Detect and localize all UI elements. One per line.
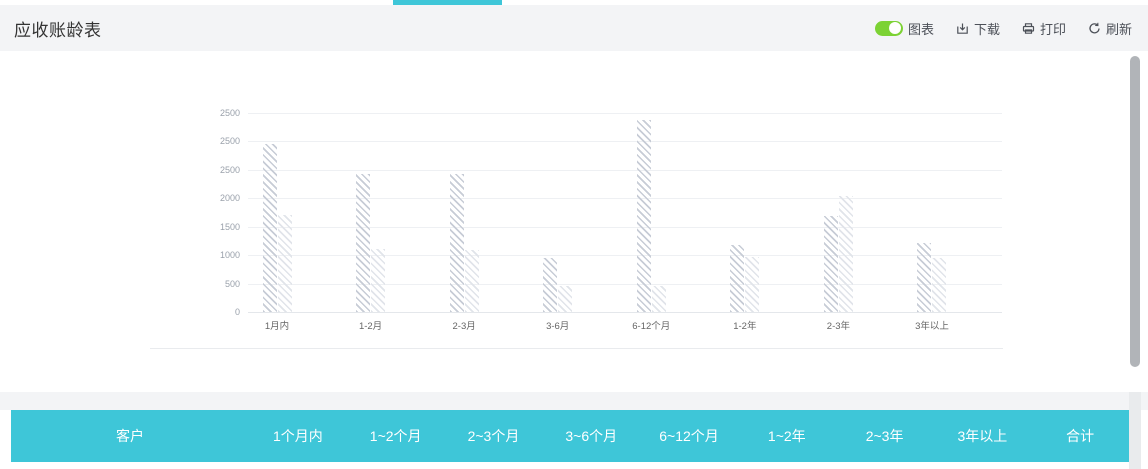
table-header-cell-9: 3年以上	[957, 428, 1008, 444]
chart-toggle-label: 图表	[907, 21, 934, 37]
chart-toggle[interactable]: 图表	[874, 19, 934, 38]
table-header-cell-6: 6~12个月	[659, 428, 719, 444]
gridline	[248, 283, 1002, 285]
gridline	[248, 169, 1002, 171]
table-header-cell-5: 3~6个月	[565, 428, 618, 444]
aging-bar-chart: 0 500 1000 1500 2000 2500 2500 2500 1月内 1-2月 2-3月 3…	[11, 51, 1148, 392]
bar-group8-series2	[932, 258, 947, 312]
bar-group6-series1	[730, 245, 745, 312]
x-axis-category-label: 2-3年	[826, 321, 851, 332]
gridline	[248, 255, 1002, 257]
bar-group7-series1	[823, 216, 838, 312]
y-axis-tick-label: 2500	[219, 164, 240, 175]
chart-card: 0 500 1000 1500 2000 2500 2500 2500 1月内 1-2月 2-3月 3…	[11, 51, 1148, 392]
bar-group2-series1	[356, 174, 371, 312]
y-axis-tick-label: 2500	[219, 107, 240, 118]
vertical-scrollbar[interactable]	[1129, 51, 1141, 469]
x-axis-category-label: 3-6月	[546, 321, 570, 332]
bar-group2-series2	[371, 249, 386, 312]
bar-group7-series2	[838, 196, 853, 312]
scrollbar-track[interactable]	[1129, 392, 1141, 469]
section-gap	[0, 392, 1148, 410]
bar-group6-series2	[745, 257, 760, 312]
active-tab-indicator	[393, 0, 502, 5]
gridline	[248, 226, 1002, 228]
table-header-row: 客户 1个月内 1~2个月 2~3个月 3~6个月 6~12个月 1~2年 2~3年 3年以上 合…	[11, 410, 1129, 462]
gridline	[248, 112, 1002, 114]
x-axis-category-label: 1-2月	[358, 321, 383, 332]
table-header-cell-3: 1~2个月	[369, 428, 422, 444]
x-axis-category-label: 1月内	[264, 321, 290, 332]
x-axis-category-label: 3年以上	[915, 321, 949, 332]
toolbar: 图表 下载 打印 刷新	[874, 5, 1132, 51]
print-button[interactable]: 打印	[1022, 19, 1066, 38]
gridline	[248, 141, 1002, 143]
table-header-cell-7: 1~2年	[767, 428, 806, 444]
y-axis-tick-label: 0	[234, 307, 240, 317]
print-label: 打印	[1039, 21, 1066, 37]
y-axis-tick-label: 1000	[219, 250, 240, 261]
refresh-label: 刷新	[1105, 21, 1132, 37]
y-axis-tick-label: 2000	[219, 193, 240, 204]
table-header-cell-8: 2~3年	[865, 428, 904, 444]
x-axis-category-label: 2-3月	[452, 321, 476, 332]
x-axis-category-label: 6-12个月	[632, 321, 671, 332]
bar-group3-series1	[449, 174, 464, 312]
y-axis-tick-label: 2500	[219, 136, 240, 147]
bar-group1-series1	[262, 144, 277, 312]
printer-icon	[1022, 22, 1035, 34]
refresh-icon	[1089, 22, 1100, 33]
page-title: 应收账龄表	[14, 21, 102, 40]
download-button[interactable]: 下载	[956, 19, 1000, 38]
refresh-button[interactable]: 刷新	[1088, 19, 1132, 38]
toggle-knob	[889, 22, 902, 34]
table-header-cell-1: 客户	[116, 428, 144, 444]
download-label: 下载	[973, 21, 1000, 37]
chart-bottom-divider	[150, 348, 1003, 349]
bar-group4-series2	[558, 286, 573, 312]
y-axis-tick-label: 1500	[219, 221, 240, 232]
scrollbar-thumb[interactable]	[1130, 56, 1140, 367]
toggle-on-icon[interactable]	[874, 20, 903, 36]
gridline	[248, 312, 1002, 313]
bar-group3-series2	[464, 250, 479, 312]
bar-group8-series1	[917, 243, 932, 312]
download-icon	[957, 23, 968, 34]
x-axis-category-label: 1-2年	[733, 321, 757, 332]
bar-group4-series1	[543, 258, 558, 312]
table-header-cell-2: 1个月内	[272, 428, 323, 444]
bar-group5-series1	[636, 120, 651, 312]
gridline	[248, 198, 1002, 200]
table-header-cell-10: 合计	[1066, 428, 1095, 444]
bar-group1-series2	[277, 215, 292, 312]
bar-group5-series2	[651, 286, 666, 312]
page-header: 应收账龄表 图表 下载 打印 刷新	[0, 5, 1148, 51]
y-axis-tick-label: 500	[224, 278, 240, 289]
table-header-cell-4: 2~3个月	[467, 428, 520, 444]
